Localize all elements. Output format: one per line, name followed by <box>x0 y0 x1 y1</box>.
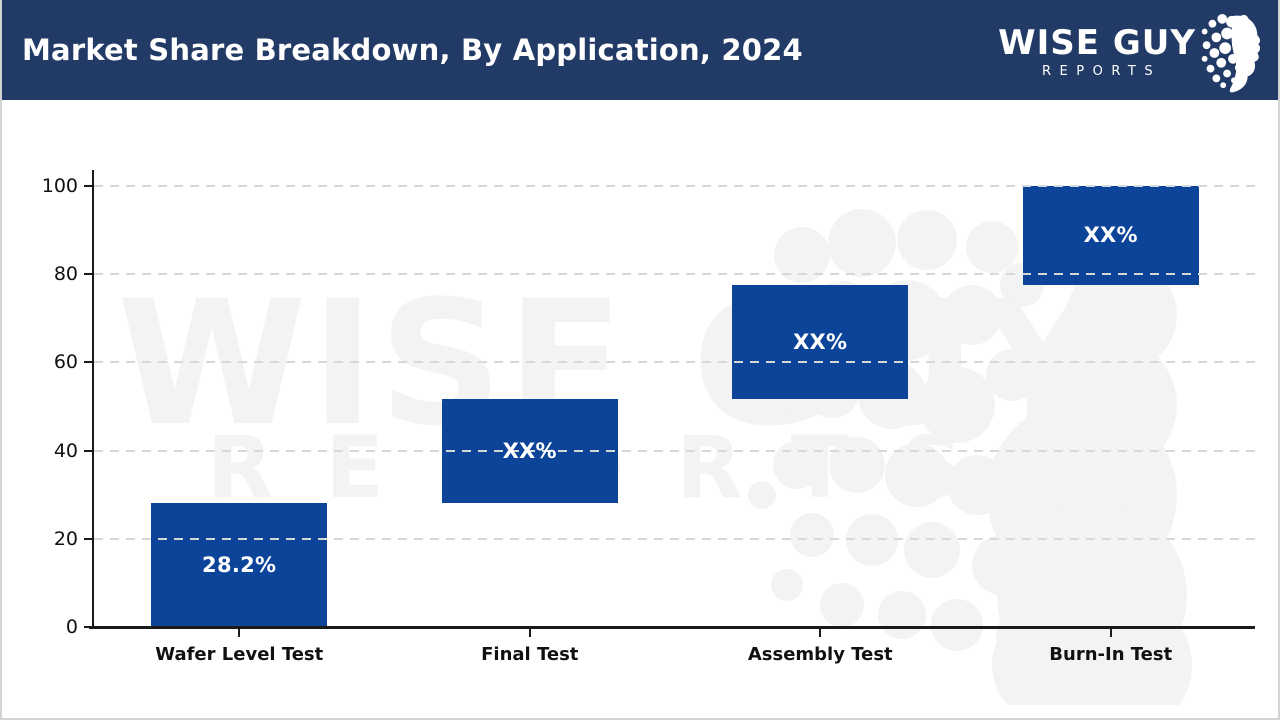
header-bar: Market Share Breakdown, By Application, … <box>2 0 1278 100</box>
y-tick-mark-100 <box>84 185 92 187</box>
x-tick-mark-final-test <box>528 629 531 637</box>
y-tick-mark-20 <box>84 537 92 540</box>
bar-value-box-assembly-test: XX% <box>732 285 908 399</box>
gridline-y-40 <box>94 449 1256 452</box>
gridline-y-60 <box>94 361 1256 364</box>
y-tick-mark-80 <box>84 273 92 276</box>
wiseguy-head-icon <box>1201 13 1261 93</box>
x-tick-mark-wafer-level-test <box>238 629 241 637</box>
bar-assembly-test <box>732 284 909 400</box>
y-tick-label-100: 100 <box>41 175 78 197</box>
y-tick-mark-40 <box>84 449 92 452</box>
y-tick-label-60: 60 <box>53 351 78 374</box>
y-axis-gutter: 0 20 40 60 80 100 <box>2 170 92 638</box>
y-tick-label-80: 80 <box>53 263 78 286</box>
page-title: Market Share Breakdown, By Application, … <box>22 33 803 67</box>
gridline-y-20 <box>94 537 1256 540</box>
plot-area: 28.2% Wafer Level Test XX% Final Test XX% Ass… <box>92 170 1256 665</box>
bar-value-box-wafer-level-test: 28.2% <box>151 503 327 627</box>
x-category-label-final-test: Final Test <box>481 644 579 665</box>
bar-value-label-final-test: XX% <box>502 438 557 463</box>
watermark-head-icon <box>736 209 1192 705</box>
y-tick-mark-0 <box>84 626 92 628</box>
y-tick-label-40: 40 <box>53 439 78 462</box>
bar-value-box-burn-in-test: XX% <box>1023 186 1199 285</box>
bar-burn-in-test <box>1022 186 1199 285</box>
y-tick-mark-60 <box>84 361 92 364</box>
wiseguy-logo: WISE GUY REPORTS <box>998 12 1264 94</box>
wiseguy-brand-label: WISE GUY <box>998 23 1196 63</box>
bar-value-label-burn-in-test: XX% <box>1083 223 1138 248</box>
y-tick-label-20: 20 <box>53 527 78 550</box>
x-axis-line <box>89 626 1255 629</box>
bar-value-box-final-test: XX% <box>442 399 618 503</box>
bar-value-label-wafer-level-test: 28.2% <box>202 552 277 577</box>
x-category-label-burn-in-test: Burn-In Test <box>1049 644 1173 665</box>
bar-value-label-assembly-test: XX% <box>793 329 848 354</box>
x-category-label-assembly-test: Assembly Test <box>747 644 893 665</box>
y-tick-label-0: 0 <box>65 616 78 638</box>
x-tick-mark-burn-in-test <box>1109 629 1112 637</box>
x-category-label-wafer-level-test: Wafer Level Test <box>155 644 324 665</box>
gridline-y-100 <box>94 185 1256 187</box>
wiseguy-logo-text: WISE GUY REPORTS <box>998 26 1196 79</box>
bar-wafer-level-test <box>151 502 328 627</box>
wiseguy-sub-label: REPORTS <box>1042 64 1162 79</box>
gridline-y-80 <box>94 273 1256 276</box>
x-tick-mark-assembly-test <box>819 629 822 637</box>
